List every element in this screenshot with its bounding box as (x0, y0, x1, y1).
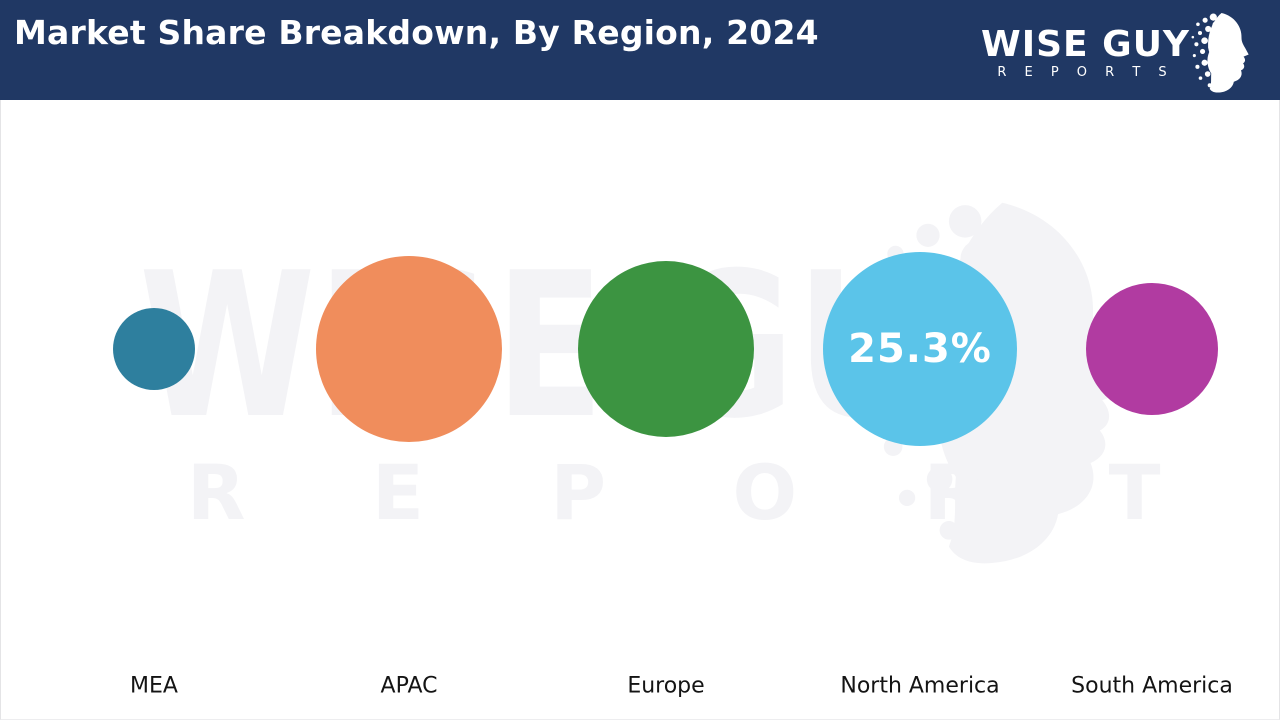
header-bar: Market Share Breakdown, By Region, 2024 … (0, 0, 1280, 100)
bubble-chart: WISE GUY R E P O R T S (0, 100, 1280, 720)
watermark-subtext: R E P O R T S (187, 448, 1280, 537)
watermark: WISE GUY R E P O R T S (139, 230, 1280, 538)
wise-guy-face-icon (1176, 12, 1266, 94)
brand-logo: WISE GUY R E P O R T S (981, 12, 1266, 94)
brand-logo-text: WISE GUY R E P O R T S (981, 26, 1190, 80)
logo-wordmark: WISE GUY (980, 24, 1190, 66)
page-title: Market Share Breakdown, By Region, 2024 (14, 13, 819, 52)
logo-subtext: R E P O R T S (997, 64, 1174, 80)
watermark-wordmark: WISE GUY (139, 230, 1046, 463)
watermark-face-icon (849, 198, 1151, 570)
